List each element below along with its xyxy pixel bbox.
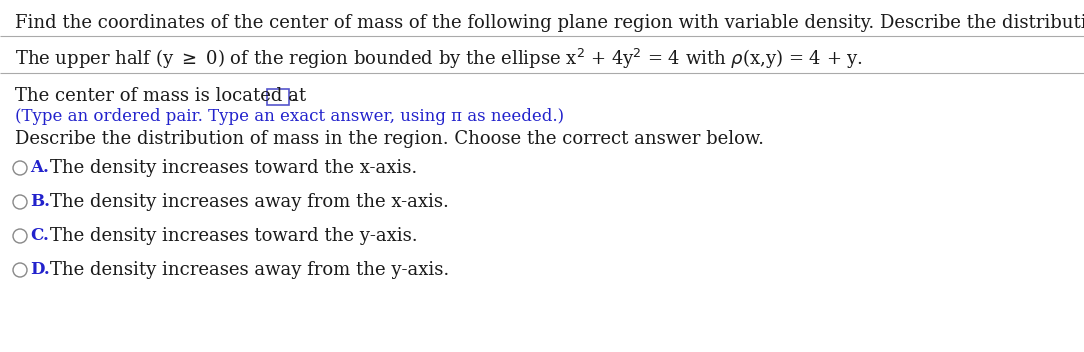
Text: The density increases toward the x-axis.: The density increases toward the x-axis.: [50, 159, 417, 177]
Text: A.: A.: [30, 159, 49, 176]
Text: The upper half (y $\geq$ 0) of the region bounded by the ellipse x$^2$ + 4y$^2$ : The upper half (y $\geq$ 0) of the regio…: [15, 47, 863, 71]
Text: The center of mass is located at: The center of mass is located at: [15, 87, 306, 105]
Text: (Type an ordered pair. Type an exact answer, using π as needed.): (Type an ordered pair. Type an exact ans…: [15, 108, 564, 125]
Text: Describe the distribution of mass in the region. Choose the correct answer below: Describe the distribution of mass in the…: [15, 130, 764, 148]
Text: The density increases toward the y-axis.: The density increases toward the y-axis.: [50, 227, 417, 245]
Text: B.: B.: [30, 194, 50, 210]
Text: .: .: [291, 87, 296, 105]
Text: Find the coordinates of the center of mass of the following plane region with va: Find the coordinates of the center of ma…: [15, 14, 1084, 32]
Text: C.: C.: [30, 227, 49, 245]
Bar: [267, 89, 289, 105]
Text: D.: D.: [30, 262, 50, 278]
Text: The density increases away from the x-axis.: The density increases away from the x-ax…: [50, 193, 449, 211]
Text: The density increases away from the y-axis.: The density increases away from the y-ax…: [50, 261, 449, 279]
